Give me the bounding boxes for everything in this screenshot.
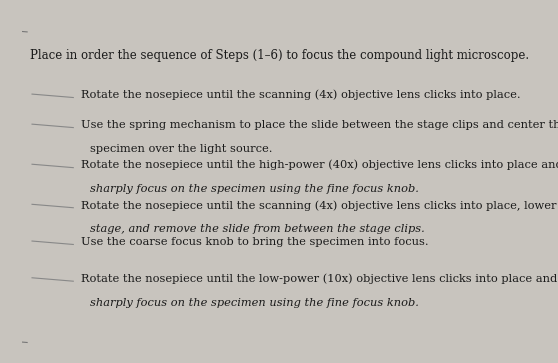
Text: Rotate the nosepiece until the low-power (10x) objective lens clicks into place : Rotate the nosepiece until the low-power… xyxy=(80,273,557,284)
Text: stage, and remove the slide from between the stage clips.: stage, and remove the slide from between… xyxy=(90,224,425,234)
Text: Use the spring mechanism to place the slide between the stage clips and center t: Use the spring mechanism to place the sl… xyxy=(80,120,558,130)
Text: Use the coarse focus knob to bring the specimen into focus.: Use the coarse focus knob to bring the s… xyxy=(80,237,428,247)
Text: Rotate the nosepiece until the scanning (4x) objective lens clicks into place, l: Rotate the nosepiece until the scanning … xyxy=(80,200,558,211)
Text: specimen over the light source.: specimen over the light source. xyxy=(90,144,273,154)
Text: sharply focus on the specimen using the fine focus knob.: sharply focus on the specimen using the … xyxy=(90,298,419,307)
Text: Place in order the sequence of Steps (1–6) to focus the compound light microscop: Place in order the sequence of Steps (1–… xyxy=(30,49,529,62)
Text: sharply focus on the specimen using the fine focus knob.: sharply focus on the specimen using the … xyxy=(90,184,419,194)
Text: Rotate the nosepiece until the scanning (4x) objective lens clicks into place.: Rotate the nosepiece until the scanning … xyxy=(80,90,520,100)
Text: Rotate the nosepiece until the high-power (40x) objective lens clicks into place: Rotate the nosepiece until the high-powe… xyxy=(80,160,558,171)
